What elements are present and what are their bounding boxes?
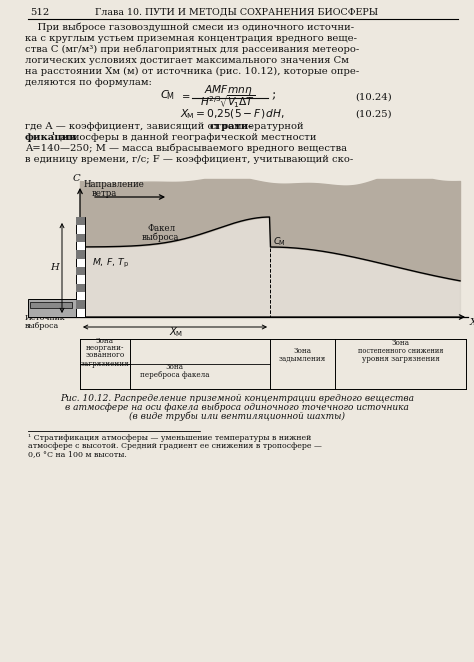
Text: A=140—250; M — масса выбрасываемого вредного вещества: A=140—250; M — масса выбрасываемого вред…	[25, 144, 347, 153]
Text: $X_{\!\mathsf{M}}$: $X_{\!\mathsf{M}}$	[169, 325, 182, 339]
Text: (10.24): (10.24)	[355, 93, 392, 102]
Text: $C_{\!\mathsf{M}}$: $C_{\!\mathsf{M}}$	[273, 235, 285, 248]
Text: Зона: Зона	[166, 363, 184, 371]
Text: ¹: ¹	[52, 132, 55, 140]
Text: деляются по формулам:: деляются по формулам:	[25, 78, 152, 87]
Text: ства C (мг/м³) при неблагоприятных для рассеивания метеоро-: ства C (мг/м³) при неблагоприятных для р…	[25, 44, 359, 54]
Text: ка с круглым устьем приземная концентрация вредного веще-: ка с круглым устьем приземная концентрац…	[25, 34, 357, 43]
Bar	[76, 234, 85, 242]
Text: $AMFmn\eta$: $AMFmn\eta$	[204, 83, 252, 97]
Text: $M,\,F,\,T_{\rm p}$: $M,\,F,\,T_{\rm p}$	[92, 256, 129, 269]
Text: Зона: Зона	[96, 337, 114, 345]
Text: $C_{\!\mathsf{M}}$: $C_{\!\mathsf{M}}$	[160, 88, 175, 102]
Text: задымления: задымления	[279, 355, 326, 363]
Text: загрязнения: загрязнения	[81, 360, 129, 368]
Text: X: X	[470, 318, 474, 327]
Bar	[28, 299, 80, 317]
Text: Источник: Источник	[25, 314, 65, 322]
Text: переброса факела: переброса факела	[140, 371, 210, 379]
Text: Зона: Зона	[392, 339, 410, 347]
Text: выброса: выброса	[25, 322, 59, 330]
Text: атмосферы в данной географической местности: атмосферы в данной географической местно…	[57, 133, 317, 142]
Text: Направление: Направление	[84, 180, 145, 189]
Bar	[76, 250, 85, 259]
Bar	[76, 283, 85, 292]
Text: фикации: фикации	[25, 133, 78, 142]
Text: ¹ Стратификация атмосферы — уменьшение температуры в нижней: ¹ Стратификация атмосферы — уменьшение т…	[28, 434, 311, 442]
Text: выброса: выброса	[142, 232, 179, 242]
Text: Факел: Факел	[148, 224, 176, 233]
Text: H: H	[51, 263, 59, 271]
Bar	[76, 301, 85, 308]
Text: логических условиях достигает максимального значения Cм: логических условиях достигает максимальн…	[25, 56, 349, 65]
Text: $=$: $=$	[180, 91, 191, 100]
Text: C: C	[73, 174, 81, 183]
Text: уровня загрязнения: уровня загрязнения	[362, 355, 439, 363]
Text: в единицу времени, г/с; F — коэффициент, учитывающий ско-: в единицу времени, г/с; F — коэффициент,…	[25, 155, 353, 164]
Bar	[76, 217, 85, 317]
Text: в атмосфере на оси факела выброса одиночного точечного источника: в атмосфере на оси факела выброса одиноч…	[65, 402, 409, 412]
Text: постепенного снижения: постепенного снижения	[358, 347, 443, 355]
Bar	[76, 217, 85, 225]
Text: зованного: зованного	[85, 351, 125, 359]
Text: Зона: Зона	[293, 347, 311, 355]
Text: атмосфере с высотой. Средний градиент ее снижения в тропосфере —: атмосфере с высотой. Средний градиент ее…	[28, 442, 322, 450]
Text: 512: 512	[30, 8, 49, 17]
Text: на расстоянии Xм (м) от источника (рис. 10.12), которые опре-: на расстоянии Xм (м) от источника (рис. …	[25, 67, 359, 76]
Text: Рис. 10.12. Распределение приземной концентрации вредного вещества: Рис. 10.12. Распределение приземной конц…	[60, 394, 414, 403]
Text: $X_{\!\mathsf{M}} = 0{,}25(5 - F)\,dH,$: $X_{\!\mathsf{M}} = 0{,}25(5 - F)\,dH,$	[180, 107, 285, 120]
Text: 0,6 °C на 100 м высоты.: 0,6 °C на 100 м высоты.	[28, 450, 127, 458]
Text: (10.25): (10.25)	[355, 110, 392, 119]
Text: неоргани-: неоргани-	[86, 344, 124, 352]
Text: ветра: ветра	[92, 189, 117, 198]
Text: Глава 10. ПУТИ И МЕТОДЫ СОХРАНЕНИЯ БИОСФЕРЫ: Глава 10. ПУТИ И МЕТОДЫ СОХРАНЕНИЯ БИОСФ…	[95, 8, 379, 17]
Bar	[76, 267, 85, 275]
Bar	[30, 302, 72, 308]
Text: При выбросе газовоздушной смеси из одиночного источни-: При выбросе газовоздушной смеси из одино…	[25, 23, 354, 32]
Text: $H^{2/3}\!\sqrt{V_{\!1}\Delta T}$: $H^{2/3}\!\sqrt{V_{\!1}\Delta T}$	[200, 93, 256, 110]
Text: (в виде трубы или вентиляционной шахты): (в виде трубы или вентиляционной шахты)	[129, 412, 345, 421]
Text: где A — коэффициент, зависящий от температурной: где A — коэффициент, зависящий от темпер…	[25, 122, 307, 131]
Text: страти-: страти-	[210, 122, 253, 131]
Text: ;: ;	[272, 88, 276, 101]
